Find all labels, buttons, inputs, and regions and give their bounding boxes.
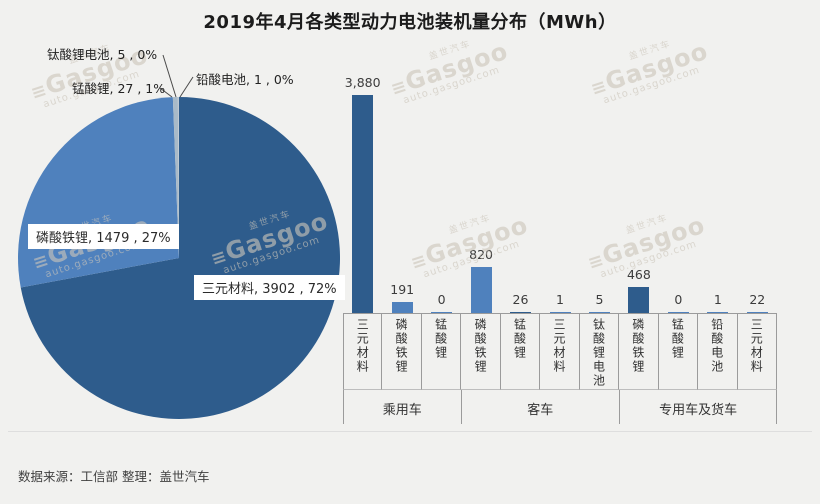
bar-专用车及货车-铅酸电池 (707, 312, 729, 313)
category-axis-label: 三元材料 (551, 318, 566, 374)
callout-line-taisuanli (162, 54, 177, 98)
category-cell: 磷酸铁锂 (619, 313, 659, 390)
pie-label-qiansuan: 铅酸电池, 1 , 0% (196, 72, 294, 87)
bar-专用车及货车-磷酸铁锂 (628, 287, 650, 313)
bar-客车-锰酸锂 (510, 312, 531, 313)
pie-callout-lines (159, 54, 194, 98)
category-cell: 锰酸锂 (421, 313, 462, 390)
group-separator (619, 390, 621, 424)
bar-value-label: 22 (749, 292, 766, 307)
bar-value-label: 468 (626, 267, 651, 282)
pie-label-taisuanli: 钛酸锂电池, 5 , 0% (47, 47, 158, 62)
category-cell: 钛酸锂电池 (579, 313, 620, 390)
category-axis-label: 磷酸铁锂 (394, 318, 409, 374)
category-cell: 磷酸铁锂 (461, 313, 501, 390)
category-axis-label: 锰酸锂 (512, 318, 527, 360)
category-axis-label: 磷酸铁锂 (630, 318, 645, 374)
bar-value-label: 191 (390, 282, 415, 297)
source-note: 数据来源：工信部 整理：盖世汽车 (18, 469, 210, 484)
group-axis-label-乘用车: 乘用车 (382, 403, 422, 418)
bar-value-label: 26 (512, 292, 529, 307)
category-axis-label: 钛酸锂电池 (591, 318, 606, 388)
bar-专用车及货车-锰酸锂 (667, 312, 689, 313)
pie-slice-锰酸锂 (172, 97, 179, 258)
category-axis-label: 锰酸锂 (670, 318, 685, 360)
callout-line-mengsuanli (159, 87, 173, 98)
pie-slice-钛酸锂电池 (177, 97, 179, 258)
category-cell: 锰酸锂 (500, 313, 541, 390)
chart-title: 2019年4月各类型动力电池装机量分布（MWh） (203, 12, 617, 33)
pie-chart (18, 97, 340, 419)
group-separator (343, 390, 344, 424)
category-cell: 铅酸电池 (698, 313, 738, 390)
group-separator (461, 390, 463, 424)
category-axis-label: 锰酸锂 (433, 318, 448, 360)
bar-客车-三元材料 (549, 312, 571, 313)
category-axis-label: 三元材料 (749, 318, 764, 374)
pie-label-mengsuanli: 锰酸锂, 27 , 1% (72, 81, 166, 96)
pie-slice-磷酸铁锂 (18, 97, 180, 288)
pie-label-linsuantieli: 磷酸铁锂, 1479 , 27% (28, 224, 179, 249)
bar-专用车及货车-三元材料 (746, 312, 768, 313)
category-cell: 三元材料 (737, 313, 777, 390)
bar-value-label: 0 (437, 292, 446, 307)
bar-乘用车-锰酸锂 (431, 312, 453, 313)
bar-乘用车-磷酸铁锂 (391, 302, 413, 313)
category-axis-label: 铅酸电池 (709, 318, 724, 374)
category-axis-label: 三元材料 (355, 318, 370, 374)
chart-bottom-border (8, 431, 812, 432)
group-axis-label-客车: 客车 (527, 403, 554, 418)
category-cell: 磷酸铁锂 (382, 313, 422, 390)
pie-label-sanyuan: 三元材料, 3902 , 72% (194, 275, 345, 300)
category-cell: 三元材料 (540, 313, 580, 390)
bar-value-label: 3,880 (344, 75, 381, 90)
callout-line-qiansuan (179, 76, 194, 98)
category-cell: 锰酸锂 (658, 313, 699, 390)
group-separator (776, 390, 777, 424)
category-axis-label: 磷酸铁锂 (473, 318, 488, 374)
category-cell: 三元材料 (343, 313, 383, 390)
bar-value-label: 820 (469, 247, 494, 262)
bar-chart: 3,880 三元材料 191 磷酸铁锂 0 锰酸锂 820 磷酸铁锂 26 锰酸锂 1 三元材料 5 钛酸… (343, 0, 777, 440)
bar-value-label: 1 (556, 292, 564, 307)
bar-乘用车-三元材料 (352, 95, 374, 313)
x-axis-line (343, 313, 777, 314)
bar-value-label: 5 (595, 292, 604, 307)
bar-value-label: 1 (713, 292, 722, 307)
bar-客车-钛酸锂电池 (589, 312, 610, 313)
bar-客车-磷酸铁锂 (470, 267, 492, 313)
pie-slice-三元材料 (20, 97, 340, 419)
group-axis-label-专用车及货车: 专用车及货车 (659, 403, 738, 418)
bar-value-label: 0 (674, 292, 683, 307)
